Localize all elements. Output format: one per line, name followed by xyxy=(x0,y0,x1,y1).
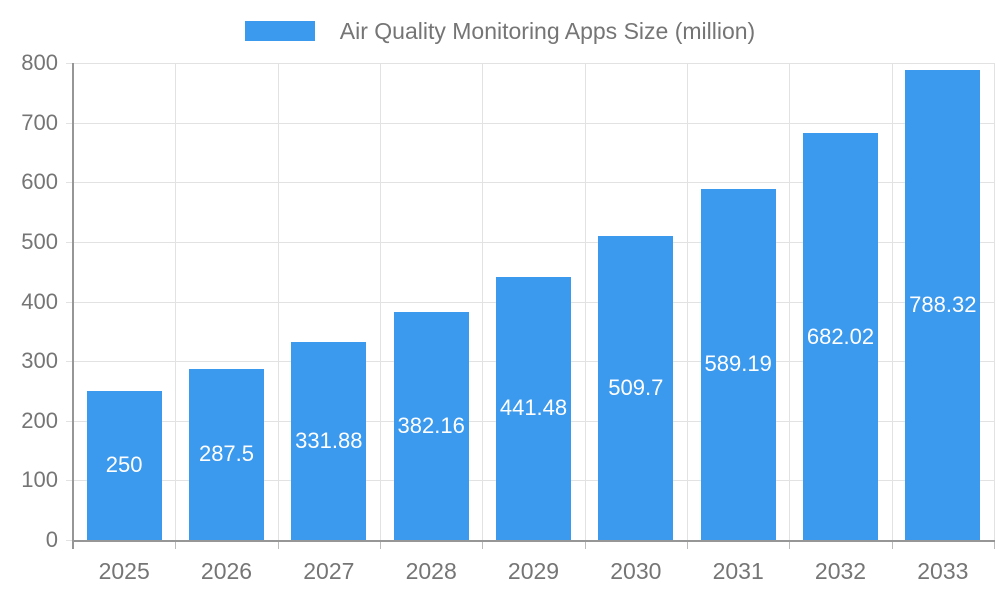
y-axis-line xyxy=(72,63,74,549)
x-tick-label: 2032 xyxy=(814,558,867,584)
y-axis-tick xyxy=(66,63,73,64)
bar-value-label: 589.19 xyxy=(704,351,772,377)
y-axis-tick xyxy=(66,182,73,184)
y-tick-label: 500 xyxy=(21,228,58,254)
bar-value-label: 441.48 xyxy=(499,395,568,421)
x-tick-label: 2027 xyxy=(303,558,355,584)
bar-value-label: 250 xyxy=(105,452,143,478)
x-axis-tick xyxy=(380,541,381,549)
bar-value-label: 682.02 xyxy=(806,323,875,349)
x-axis-tick xyxy=(482,541,484,549)
y-tick-label: 700 xyxy=(21,109,58,135)
x-axis-tick xyxy=(277,541,279,549)
gridline-horizontal xyxy=(73,241,994,243)
x-tick-label: 2025 xyxy=(98,558,150,584)
bar-2027[interactable] xyxy=(291,342,367,540)
y-axis-tick xyxy=(66,480,73,482)
bar-2033[interactable] xyxy=(905,69,981,540)
y-tick-label: 800 xyxy=(21,50,58,75)
y-tick-label: 400 xyxy=(21,288,58,314)
gridline-vertical xyxy=(482,63,484,540)
bar-2028[interactable] xyxy=(393,312,469,540)
x-axis-line xyxy=(72,540,995,542)
legend-label: Air Quality Monitoring Apps Size (millio… xyxy=(339,17,756,44)
gridline-vertical xyxy=(789,63,791,540)
y-axis-tick xyxy=(66,122,73,124)
bar-2032[interactable] xyxy=(803,133,878,540)
gridline-vertical xyxy=(891,63,893,540)
gridline-vertical xyxy=(277,63,279,540)
gridline-horizontal xyxy=(73,63,994,64)
legend-item[interactable]: Air Quality Monitoring Apps Size (millio… xyxy=(0,17,1000,45)
x-tick-label: 2031 xyxy=(712,558,764,584)
bar-value-label: 788.32 xyxy=(909,291,977,317)
x-axis-tick xyxy=(891,541,893,549)
gridline-vertical xyxy=(584,63,586,540)
bar-2029[interactable] xyxy=(496,276,571,540)
y-tick-label: 100 xyxy=(21,467,58,493)
gridline-vertical xyxy=(994,63,995,540)
x-axis-tick xyxy=(687,541,688,549)
x-axis-tick xyxy=(994,541,995,549)
bar-value-label: 509.7 xyxy=(608,375,664,401)
y-tick-label: 200 xyxy=(21,407,58,433)
gridline-horizontal xyxy=(73,122,994,124)
y-axis-tick xyxy=(66,241,73,243)
bar-2026[interactable] xyxy=(189,368,264,540)
x-tick-label: 2029 xyxy=(507,558,560,584)
gridline-vertical xyxy=(380,63,381,540)
gridline-vertical xyxy=(175,63,177,540)
y-tick-label: 600 xyxy=(21,169,58,195)
y-tick-label: 300 xyxy=(21,348,58,374)
y-axis-tick xyxy=(66,361,73,363)
bar-value-label: 382.16 xyxy=(397,413,465,439)
bar-value-label: 287.5 xyxy=(198,441,255,467)
legend-swatch-icon xyxy=(244,21,315,41)
gridline-vertical xyxy=(687,63,688,540)
x-tick-label: 2033 xyxy=(917,558,969,584)
x-tick-label: 2028 xyxy=(405,558,457,584)
gridline-horizontal xyxy=(73,182,994,184)
bar-2030[interactable] xyxy=(598,236,674,540)
y-axis-tick xyxy=(66,301,73,303)
x-tick-label: 2030 xyxy=(610,558,662,584)
bar-2025[interactable] xyxy=(86,390,162,540)
x-axis-tick xyxy=(789,541,791,549)
y-tick-label: 0 xyxy=(45,527,58,552)
x-tick-label: 2026 xyxy=(200,558,253,584)
bar-2031[interactable] xyxy=(700,188,776,540)
x-axis-tick xyxy=(175,541,177,549)
x-axis-tick xyxy=(584,541,586,549)
y-axis-tick xyxy=(66,420,73,422)
y-axis-tick xyxy=(66,540,73,541)
bar-value-label: 331.88 xyxy=(295,428,363,454)
